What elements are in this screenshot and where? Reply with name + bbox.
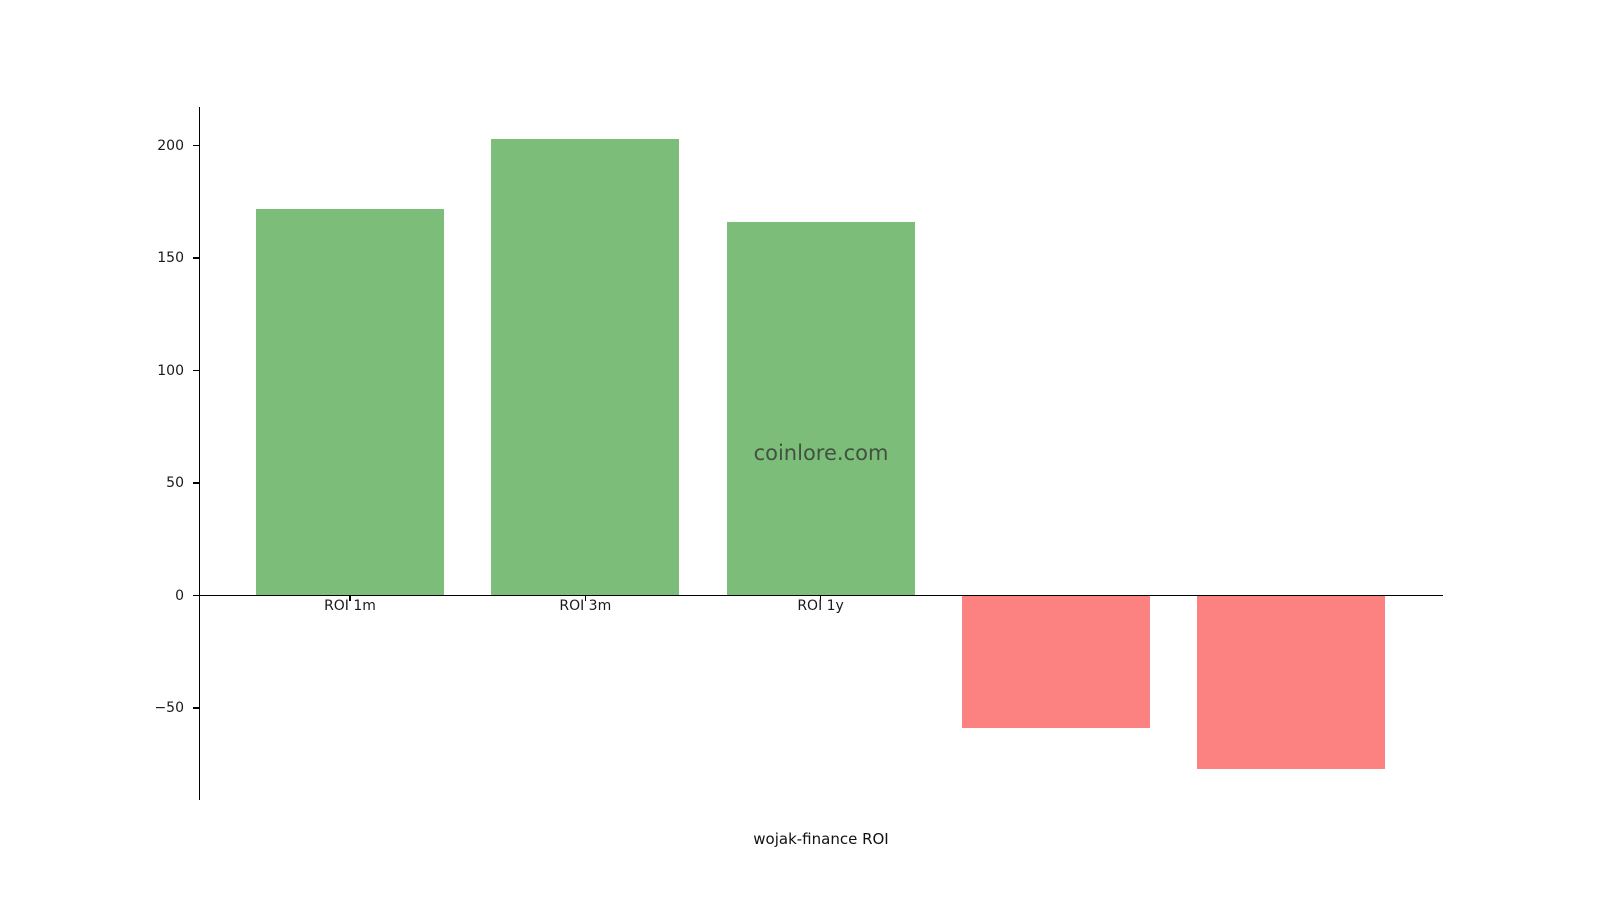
bar-roi-1m [256,208,444,596]
x-tick [349,595,351,601]
x-tick [584,595,586,601]
y-tick-label: 200 [157,137,184,154]
y-axis-spine [198,107,200,801]
bar-roi-1y [726,222,915,596]
bar-roi-3m [491,138,680,596]
y-tick [192,257,199,259]
y-tick-label: 50 [166,475,184,491]
chart-title: wojak-finance ROI [753,830,889,848]
y-tick [192,482,199,484]
y-tick [192,369,199,372]
y-tick-label: −50 [154,700,184,716]
y-tick [192,594,199,597]
bar-roi-5 [1197,595,1386,769]
x-axis-line [200,594,1443,597]
x-tick [819,595,822,601]
bar-roi-4 [961,595,1150,729]
x-tick-label: ROI 3m [559,598,612,614]
y-tick-label: 0 [175,587,184,604]
y-tick-label: 150 [157,250,184,266]
y-tick [192,707,199,709]
y-tick [192,144,199,147]
y-tick-label: 100 [157,362,184,379]
x-tick-label: ROI 1y [797,598,844,614]
watermark-text: coinlore.com [753,441,889,465]
x-tick-label: ROI 1m [324,598,376,614]
